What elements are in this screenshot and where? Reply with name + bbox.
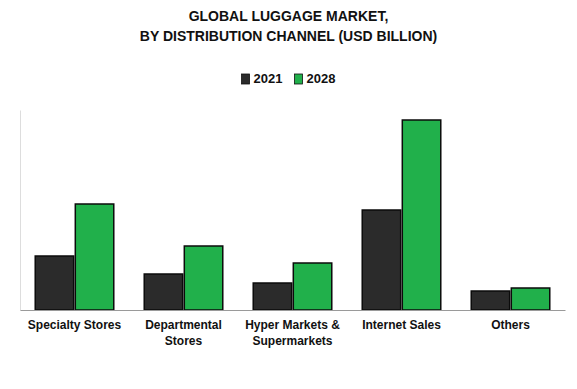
bar <box>471 291 509 310</box>
legend-item: 2028 <box>295 71 336 86</box>
bar <box>184 246 222 310</box>
x-tick-label: Others <box>491 318 530 332</box>
x-tick-label-line: Hyper Markets & <box>245 318 340 332</box>
chart: GLOBAL LUGGAGE MARKET, BY DISTRIBUTION CH… <box>0 0 577 389</box>
bar <box>144 274 182 310</box>
bar <box>75 204 113 310</box>
y-axis <box>20 111 21 311</box>
bar <box>402 120 440 310</box>
series <box>75 120 549 310</box>
x-tick: Hyper Markets & Supermarkets <box>245 318 340 348</box>
x-axis-line <box>21 310 566 311</box>
x-tick: Specialty Stores <box>28 318 122 332</box>
title-line: GLOBAL LUGGAGE MARKET, <box>189 8 389 24</box>
title-line: BY DISTRIBUTION CHANNEL (USD BILLION) <box>140 28 437 44</box>
x-tick-label: Internet Sales <box>362 318 441 332</box>
x-tick: Others <box>491 318 530 332</box>
legend-item: 2021 <box>242 71 283 86</box>
x-tick-label-line: Stores <box>165 334 203 348</box>
bar <box>293 263 331 310</box>
bar <box>253 283 291 310</box>
x-tick-label-line: Specialty Stores <box>28 318 122 332</box>
legend-swatch <box>295 74 303 84</box>
title: GLOBAL LUGGAGE MARKET, BY DISTRIBUTION CH… <box>140 8 437 44</box>
bar <box>511 288 549 310</box>
bars <box>35 120 550 310</box>
x-tick: Departmental Stores <box>145 318 222 348</box>
x-tick-label-line: Others <box>491 318 530 332</box>
x-tick-label-line: Departmental <box>145 318 222 332</box>
x-tick-label-line: Supermarkets <box>252 334 332 348</box>
legend: 2021 2028 <box>242 71 336 86</box>
x-tick-label: Departmental Stores <box>145 318 222 348</box>
bar <box>362 210 400 310</box>
y-axis-line <box>20 111 21 311</box>
x-axis: Specialty Stores Departmental Stores Hyper … <box>21 311 566 348</box>
legend-swatch <box>242 74 250 84</box>
x-tick-label: Hyper Markets & Supermarkets <box>245 318 340 348</box>
legend-label: 2021 <box>254 71 283 86</box>
x-tick-label-line: Internet Sales <box>362 318 441 332</box>
x-tick: Internet Sales <box>362 318 441 332</box>
x-tick-label: Specialty Stores <box>28 318 122 332</box>
bar <box>35 256 73 310</box>
legend-label: 2028 <box>307 71 336 86</box>
